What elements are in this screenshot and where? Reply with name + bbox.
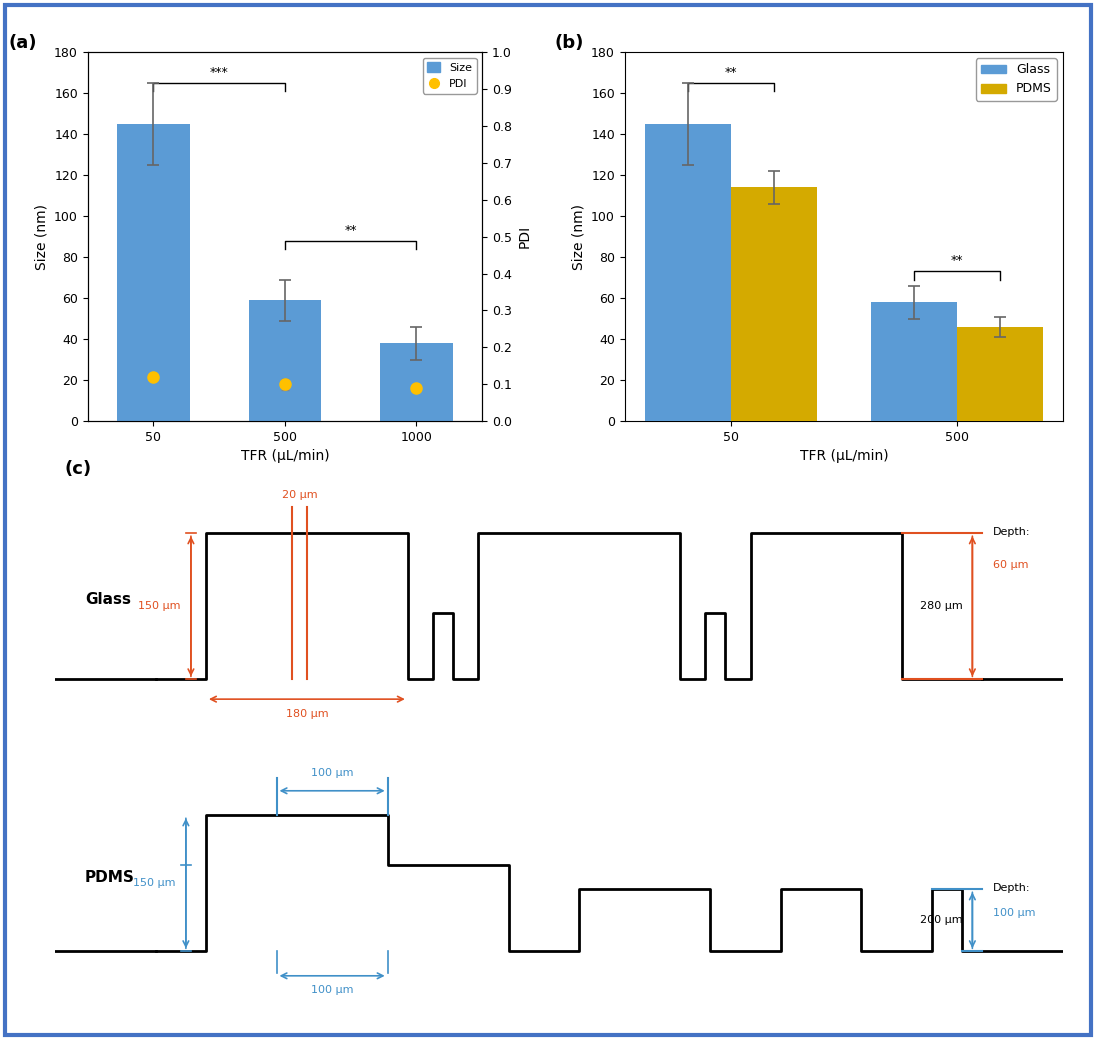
Bar (117, 124, 190, 421)
Text: **: ** (344, 224, 357, 236)
Text: 100 μm: 100 μm (311, 769, 353, 779)
Text: Glass: Glass (85, 592, 132, 607)
Text: 150 μm: 150 μm (134, 879, 175, 888)
X-axis label: TFR (μL/min): TFR (μL/min) (800, 449, 888, 464)
Text: 280 μm: 280 μm (920, 601, 962, 612)
Text: (b): (b) (555, 33, 584, 52)
Text: ***: *** (209, 66, 229, 79)
Text: 100 μm: 100 μm (311, 985, 353, 995)
Text: 150 μm: 150 μm (138, 601, 181, 612)
Bar (871, 303, 957, 421)
Y-axis label: PDI: PDI (517, 225, 532, 249)
Text: 60 μm: 60 μm (993, 560, 1028, 570)
Text: 200 μm: 200 μm (920, 915, 962, 926)
Bar (644, 124, 731, 421)
Text: Depth:: Depth: (993, 526, 1030, 537)
Text: (c): (c) (65, 461, 92, 478)
Y-axis label: Size (nm): Size (nm) (572, 204, 585, 269)
Text: PDMS: PDMS (85, 869, 135, 885)
Bar (249, 301, 321, 421)
Bar (957, 327, 1043, 421)
Text: **: ** (724, 66, 737, 79)
Y-axis label: Size (nm): Size (nm) (35, 204, 48, 269)
Text: Depth:: Depth: (993, 883, 1030, 893)
Legend: Size, PDI: Size, PDI (423, 57, 477, 94)
Bar (731, 187, 817, 421)
Text: 180 μm: 180 μm (286, 709, 328, 719)
Text: **: ** (951, 255, 963, 267)
Text: 20 μm: 20 μm (282, 490, 317, 500)
Legend: Glass, PDMS: Glass, PDMS (977, 58, 1057, 101)
Text: (a): (a) (9, 33, 37, 52)
Bar (380, 343, 453, 421)
Text: 100 μm: 100 μm (993, 908, 1035, 918)
X-axis label: TFR (μL/min): TFR (μL/min) (241, 449, 329, 464)
